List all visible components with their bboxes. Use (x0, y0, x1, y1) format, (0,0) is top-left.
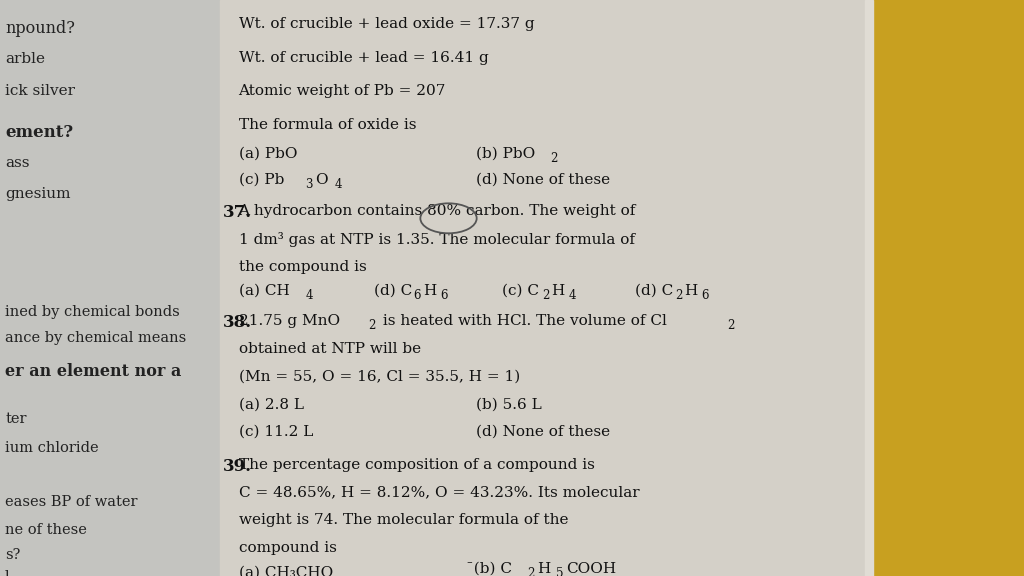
Text: (d) None of these: (d) None of these (476, 425, 610, 438)
Text: obtained at NTP will be: obtained at NTP will be (239, 342, 421, 355)
Text: 2: 2 (550, 152, 557, 165)
Text: 38.: 38. (223, 314, 252, 331)
Text: (b) PbO: (b) PbO (476, 147, 536, 161)
Text: (Mn = 55, O = 16, Cl = 35.5, H = 1): (Mn = 55, O = 16, Cl = 35.5, H = 1) (239, 369, 520, 383)
Text: 37.: 37. (223, 204, 252, 222)
Text: ement?: ement? (5, 124, 74, 141)
Text: 3: 3 (305, 178, 312, 191)
Text: H: H (684, 284, 697, 298)
Text: (a) 2.8 L: (a) 2.8 L (239, 397, 303, 411)
Text: ium chloride: ium chloride (5, 441, 98, 454)
Bar (865, 0, 873, 576)
Text: the compound is: the compound is (239, 260, 367, 274)
Bar (0, 0, 220, 576)
Text: l: l (5, 570, 10, 576)
Text: (b) 5.6 L: (b) 5.6 L (476, 397, 542, 411)
Text: npound?: npound? (5, 20, 75, 37)
Text: Wt. of crucible + lead oxide = 17.37 g: Wt. of crucible + lead oxide = 17.37 g (239, 17, 535, 31)
Bar (220, 0, 870, 576)
Text: Wt. of crucible + lead = 16.41 g: Wt. of crucible + lead = 16.41 g (239, 51, 488, 65)
Text: The percentage composition of a compound is: The percentage composition of a compound… (239, 458, 595, 472)
Text: ined by chemical bonds: ined by chemical bonds (5, 305, 180, 319)
Text: is heated with HCl. The volume of Cl: is heated with HCl. The volume of Cl (378, 314, 667, 328)
Text: 2: 2 (542, 289, 549, 302)
Text: (d) C: (d) C (635, 284, 673, 298)
Text: 6: 6 (701, 289, 709, 302)
Text: COOH: COOH (566, 562, 616, 575)
Text: 6: 6 (440, 289, 447, 302)
Text: 4: 4 (568, 289, 575, 302)
Text: H: H (551, 284, 564, 298)
Text: (d) C: (d) C (374, 284, 412, 298)
Text: (a) PbO: (a) PbO (239, 147, 297, 161)
Text: s?: s? (5, 548, 20, 562)
Text: ance by chemical means: ance by chemical means (5, 331, 186, 345)
Text: 6: 6 (414, 289, 421, 302)
Text: ˉ(b) C: ˉ(b) C (466, 562, 512, 575)
Text: (a) CH: (a) CH (239, 284, 290, 298)
Text: ne of these: ne of these (5, 523, 87, 537)
Text: Atomic weight of Pb = 207: Atomic weight of Pb = 207 (239, 84, 446, 98)
Text: 2: 2 (675, 289, 682, 302)
Text: 21.75 g MnO: 21.75 g MnO (239, 314, 340, 328)
Text: 5: 5 (556, 567, 563, 576)
Text: C = 48.65%, H = 8.12%, O = 43.23%. Its molecular: C = 48.65%, H = 8.12%, O = 43.23%. Its m… (239, 486, 639, 499)
Text: (c) 11.2 L: (c) 11.2 L (239, 425, 313, 438)
Bar (870, 0, 1024, 576)
Text: H: H (423, 284, 436, 298)
Text: weight is 74. The molecular formula of the: weight is 74. The molecular formula of t… (239, 513, 568, 527)
Text: 1 dm³ gas at NTP is 1.35. The molecular formula of: 1 dm³ gas at NTP is 1.35. The molecular … (239, 232, 635, 247)
Text: A hydrocarbon contains 80% carbon. The weight of: A hydrocarbon contains 80% carbon. The w… (239, 204, 636, 218)
Text: 2: 2 (727, 319, 734, 332)
Text: gnesium: gnesium (5, 187, 71, 201)
Text: H: H (538, 562, 551, 575)
Text: 39.: 39. (223, 458, 252, 475)
Text: (d) None of these: (d) None of these (476, 173, 610, 187)
Text: (c) Pb: (c) Pb (239, 173, 284, 187)
Text: (c) C: (c) C (502, 284, 539, 298)
Text: 2: 2 (369, 319, 376, 332)
Text: ass: ass (5, 156, 30, 169)
Text: er an element nor a: er an element nor a (5, 363, 181, 380)
Text: O: O (315, 173, 328, 187)
Text: 4: 4 (335, 178, 342, 191)
Text: eases BP of water: eases BP of water (5, 495, 137, 509)
Text: 4: 4 (305, 289, 312, 302)
Text: (a) CH₃CHO: (a) CH₃CHO (239, 566, 333, 576)
Text: arble: arble (5, 52, 45, 66)
Text: ter: ter (5, 412, 27, 426)
Text: compound is: compound is (239, 541, 337, 555)
Text: The formula of oxide is: The formula of oxide is (239, 118, 416, 131)
Text: 2: 2 (527, 567, 535, 576)
Text: ick silver: ick silver (5, 84, 75, 97)
